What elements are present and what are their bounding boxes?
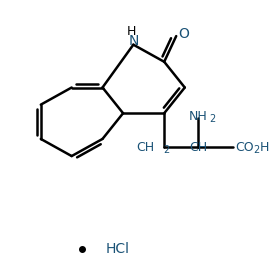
Text: CH: CH: [189, 141, 207, 154]
Text: 2: 2: [209, 114, 215, 124]
Text: O: O: [178, 27, 189, 41]
Text: HCl: HCl: [106, 242, 130, 256]
Text: CO: CO: [235, 141, 254, 154]
Text: H: H: [127, 25, 136, 38]
Text: CH: CH: [137, 141, 155, 154]
Text: NH: NH: [188, 110, 207, 123]
Text: 2: 2: [163, 145, 169, 155]
Text: H: H: [260, 141, 269, 154]
Text: N: N: [128, 34, 138, 48]
Text: 2: 2: [253, 145, 260, 155]
